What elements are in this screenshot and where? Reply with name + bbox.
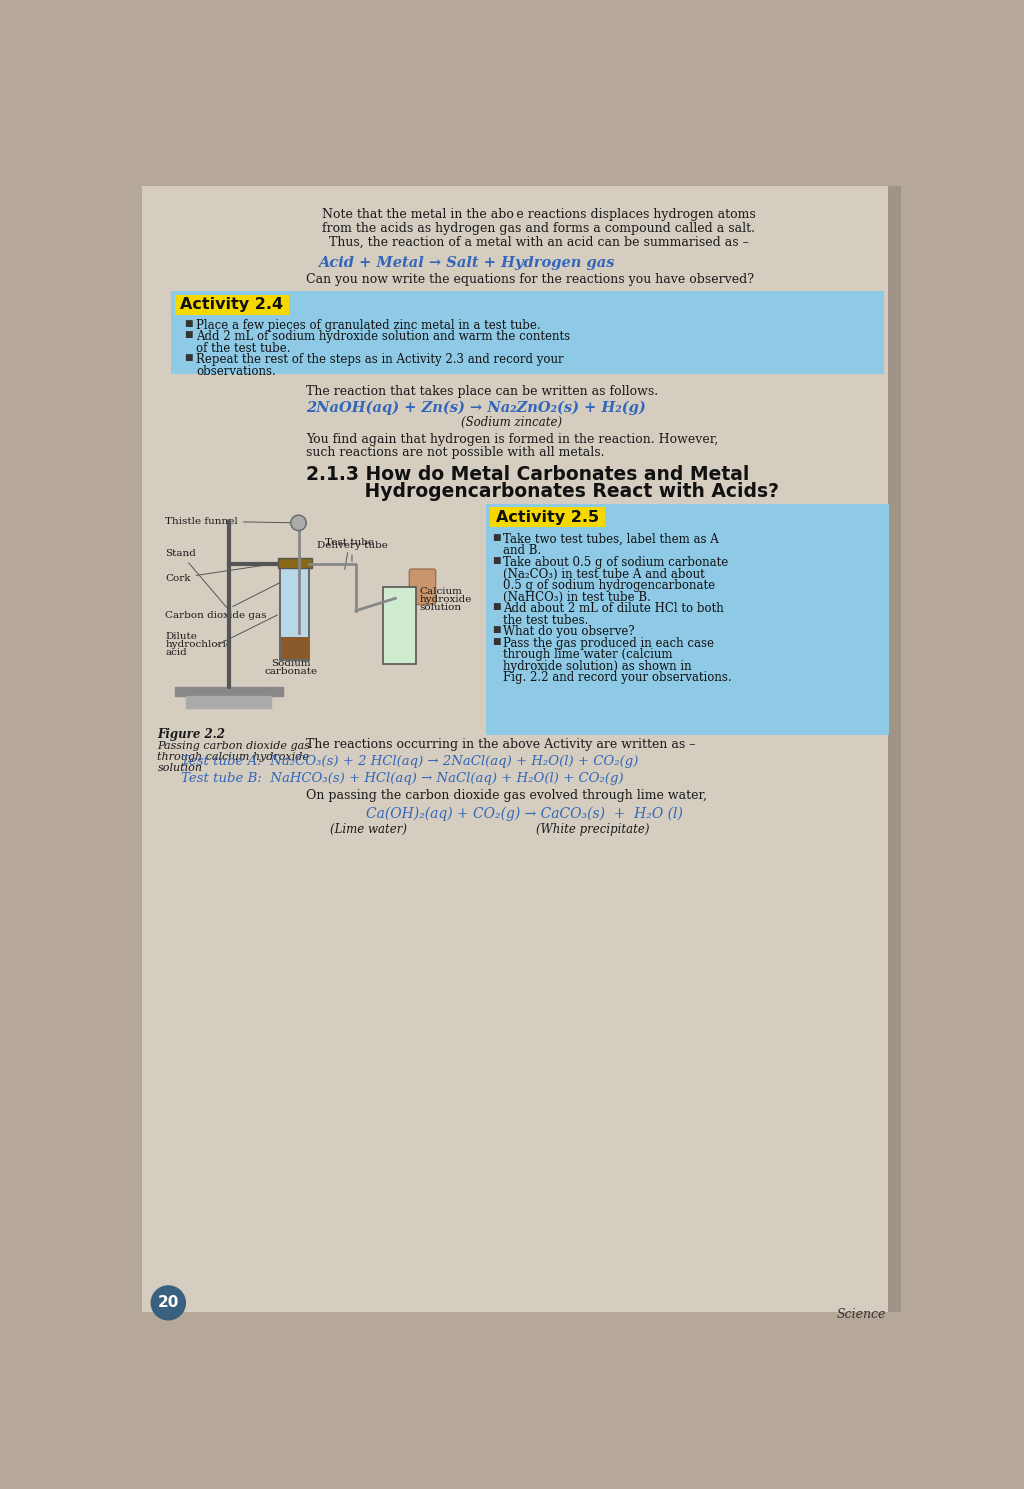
Text: Acid + Metal → Salt + Hydrogen gas: Acid + Metal → Salt + Hydrogen gas [317,256,614,270]
Text: Figure 2.2: Figure 2.2 [158,728,225,742]
Text: On passing the carbon dioxide gas evolved through lime water,: On passing the carbon dioxide gas evolve… [306,789,708,803]
FancyBboxPatch shape [280,567,309,660]
Circle shape [152,1286,185,1319]
Text: ■: ■ [184,331,194,339]
FancyBboxPatch shape [383,587,416,664]
Text: The reaction that takes place can be written as follows.: The reaction that takes place can be wri… [306,386,658,398]
Text: solution: solution [420,603,462,612]
Text: You find again that hydrogen is formed in the reaction. However,: You find again that hydrogen is formed i… [306,433,719,445]
Text: observations.: observations. [197,365,275,378]
Text: Take two test tubes, label them as A: Take two test tubes, label them as A [503,533,719,546]
Text: Note that the metal in the abo e reactions displaces hydrogen atoms: Note that the metal in the abo e reactio… [322,208,756,220]
Text: Test tube B:  NaHCO₃(s) + HCl(aq) → NaCl(aq) + H₂O(l) + CO₂(g): Test tube B: NaHCO₃(s) + HCl(aq) → NaCl(… [180,773,624,785]
Text: the test tubes.: the test tubes. [503,613,589,627]
Text: (Sodium zincate): (Sodium zincate) [461,415,562,429]
Text: Thus, the reaction of a metal with an acid can be summarised as –: Thus, the reaction of a metal with an ac… [329,235,749,249]
Text: 2NaOH(aq) + Zn(s) → Na₂ZnO₂(s) + H₂(g): 2NaOH(aq) + Zn(s) → Na₂ZnO₂(s) + H₂(g) [306,401,646,415]
FancyBboxPatch shape [888,186,901,1312]
Text: from the acids as hydrogen gas and forms a compound called a salt.: from the acids as hydrogen gas and forms… [323,222,756,235]
Text: (NaHCO₃) in test tube B.: (NaHCO₃) in test tube B. [503,591,651,603]
FancyBboxPatch shape [142,186,898,1312]
Text: such reactions are not possible with all metals.: such reactions are not possible with all… [306,445,605,459]
Text: Pass the gas produced in each case: Pass the gas produced in each case [503,637,714,649]
Text: Test tube: Test tube [325,538,374,569]
Text: What do you observe?: What do you observe? [503,625,635,639]
Text: Can you now write the equations for the reactions you have observed?: Can you now write the equations for the … [306,272,755,286]
Text: ■: ■ [493,637,501,646]
Text: through calcium hydroxide: through calcium hydroxide [158,752,309,762]
Text: Passing carbon dioxide gas: Passing carbon dioxide gas [158,742,310,752]
Circle shape [291,515,306,530]
FancyBboxPatch shape [281,637,308,660]
Polygon shape [174,686,283,697]
Text: The reactions occurring in the above Activity are written as –: The reactions occurring in the above Act… [306,739,695,752]
Text: Place a few pieces of granulated zinc metal in a test tube.: Place a few pieces of granulated zinc me… [197,319,541,332]
FancyBboxPatch shape [171,292,884,374]
Text: Calcium: Calcium [420,588,462,597]
Text: Delivery tube: Delivery tube [316,541,387,561]
FancyBboxPatch shape [174,295,289,316]
FancyBboxPatch shape [486,503,889,734]
Text: 0.5 g of sodium hydrogencarbonate: 0.5 g of sodium hydrogencarbonate [503,579,715,593]
Text: hydroxide solution) as shown in: hydroxide solution) as shown in [503,660,692,673]
Polygon shape [186,697,271,709]
Text: Activity 2.4: Activity 2.4 [180,298,284,313]
FancyBboxPatch shape [410,569,435,605]
FancyBboxPatch shape [489,508,604,527]
Text: Sodium: Sodium [271,660,310,669]
Text: Activity 2.5: Activity 2.5 [496,509,599,526]
Text: 2.1.3 How do Metal Carbonates and Metal: 2.1.3 How do Metal Carbonates and Metal [306,465,750,484]
Text: ■: ■ [493,555,501,564]
Text: Stand: Stand [165,549,227,608]
Text: Repeat the rest of the steps as in Activity 2.3 and record your: Repeat the rest of the steps as in Activ… [197,353,564,366]
Text: Take about 0.5 g of sodium carbonate: Take about 0.5 g of sodium carbonate [503,555,728,569]
Text: solution: solution [158,762,203,773]
Text: (White precipitate): (White precipitate) [537,823,650,837]
Text: ■: ■ [493,602,501,610]
Text: Thistle funnel: Thistle funnel [165,517,296,526]
Text: Science: Science [837,1307,886,1321]
Text: carbonate: carbonate [264,667,317,676]
Text: Add 2 mL of sodium hydroxide solution and warm the contents: Add 2 mL of sodium hydroxide solution an… [197,331,570,344]
Text: acid: acid [165,648,187,657]
Text: (Lime water): (Lime water) [330,823,407,837]
Text: and B.: and B. [503,545,542,557]
Text: Carbon dioxide gas: Carbon dioxide gas [165,576,292,619]
Text: through lime water (calcium: through lime water (calcium [503,648,673,661]
Text: hydrochloric: hydrochloric [165,640,231,649]
Text: hydroxide: hydroxide [420,596,472,605]
Text: Dilute: Dilute [165,633,197,642]
Text: Hydrogencarbonates React with Acids?: Hydrogencarbonates React with Acids? [306,482,779,502]
Text: ■: ■ [493,625,501,634]
Text: (Na₂CO₃) in test tube A and about: (Na₂CO₃) in test tube A and about [503,567,705,581]
Text: ■: ■ [184,353,194,362]
Text: Add about 2 mL of dilute HCl to both: Add about 2 mL of dilute HCl to both [503,602,724,615]
Text: Fig. 2.2 and record your observations.: Fig. 2.2 and record your observations. [503,672,732,685]
Text: 20: 20 [158,1295,179,1310]
Text: ■: ■ [184,319,194,328]
Text: ■: ■ [493,533,501,542]
Text: Ca(OH)₂(aq) + CO₂(g) → CaCO₃(s)  +  H₂O (l): Ca(OH)₂(aq) + CO₂(g) → CaCO₃(s) + H₂O (l… [367,806,683,820]
Text: Cork: Cork [165,563,278,582]
Text: Test tube A:  Na₂CO₃(s) + 2 HCl(aq) → 2NaCl(aq) + H₂O(l) + CO₂(g): Test tube A: Na₂CO₃(s) + 2 HCl(aq) → 2Na… [180,755,638,768]
Text: of the test tube.: of the test tube. [197,342,291,354]
FancyBboxPatch shape [278,558,311,569]
